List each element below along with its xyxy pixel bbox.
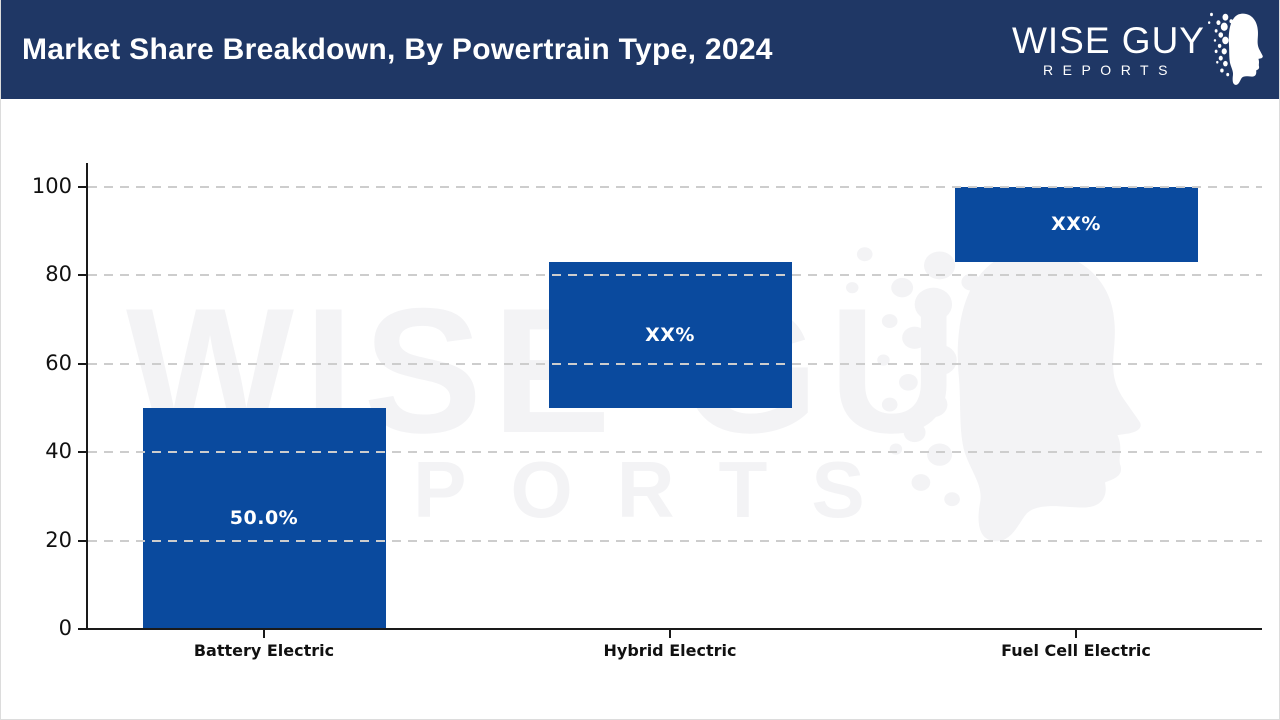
- x-tick-mark: [263, 630, 265, 638]
- gridline: [88, 185, 1262, 188]
- y-tick-label: 0: [58, 616, 72, 640]
- y-tick-label: 80: [45, 262, 72, 286]
- logo-face-icon: [1208, 12, 1263, 85]
- y-axis-line: [86, 163, 88, 630]
- watermark-face-icon: [846, 247, 1141, 542]
- y-tick-mark: [78, 539, 86, 542]
- gridline: [88, 539, 1262, 542]
- gridline: [88, 451, 1262, 453]
- logo-text: WISE GUY REPORTS: [1012, 22, 1205, 77]
- y-tick-mark: [78, 362, 86, 365]
- wise-guy-reports-logo: WISE GUY REPORTS: [1012, 9, 1266, 91]
- bar-segment: 50.0%: [142, 407, 386, 629]
- y-tick-mark: [78, 628, 86, 630]
- bar-value-label: 50.0%: [229, 507, 299, 530]
- bar-segment: XX%: [954, 186, 1198, 262]
- y-tick-label: 100: [31, 173, 72, 198]
- x-tick-mark: [1075, 630, 1077, 638]
- x-tick-label: Fuel Cell Electric: [1001, 641, 1151, 660]
- bar-segment: XX%: [548, 261, 792, 408]
- logo-wordmark: WISE GUY: [1011, 20, 1205, 61]
- x-axis-line: [86, 628, 1262, 630]
- bar-value-label: XX%: [645, 323, 695, 346]
- x-tick-label: Battery Electric: [193, 641, 335, 660]
- logo-subtitle: REPORTS: [1043, 62, 1177, 78]
- page-title: Market Share Breakdown, By Powertrain Ty…: [22, 32, 773, 66]
- y-tick-label: 20: [45, 527, 72, 552]
- x-tick-label: Hybrid Electric: [603, 641, 737, 660]
- y-tick-mark: [78, 185, 86, 188]
- gridline: [88, 362, 1262, 365]
- y-tick-label: 40: [45, 439, 72, 463]
- bar-value-label: XX%: [1051, 213, 1101, 236]
- y-tick-label: 60: [45, 350, 72, 375]
- header-bar: Market Share Breakdown, By Powertrain Ty…: [0, 0, 1280, 99]
- x-tick-mark: [669, 630, 671, 638]
- gridline: [88, 274, 1262, 276]
- y-tick-mark: [78, 274, 86, 276]
- y-tick-mark: [78, 451, 86, 453]
